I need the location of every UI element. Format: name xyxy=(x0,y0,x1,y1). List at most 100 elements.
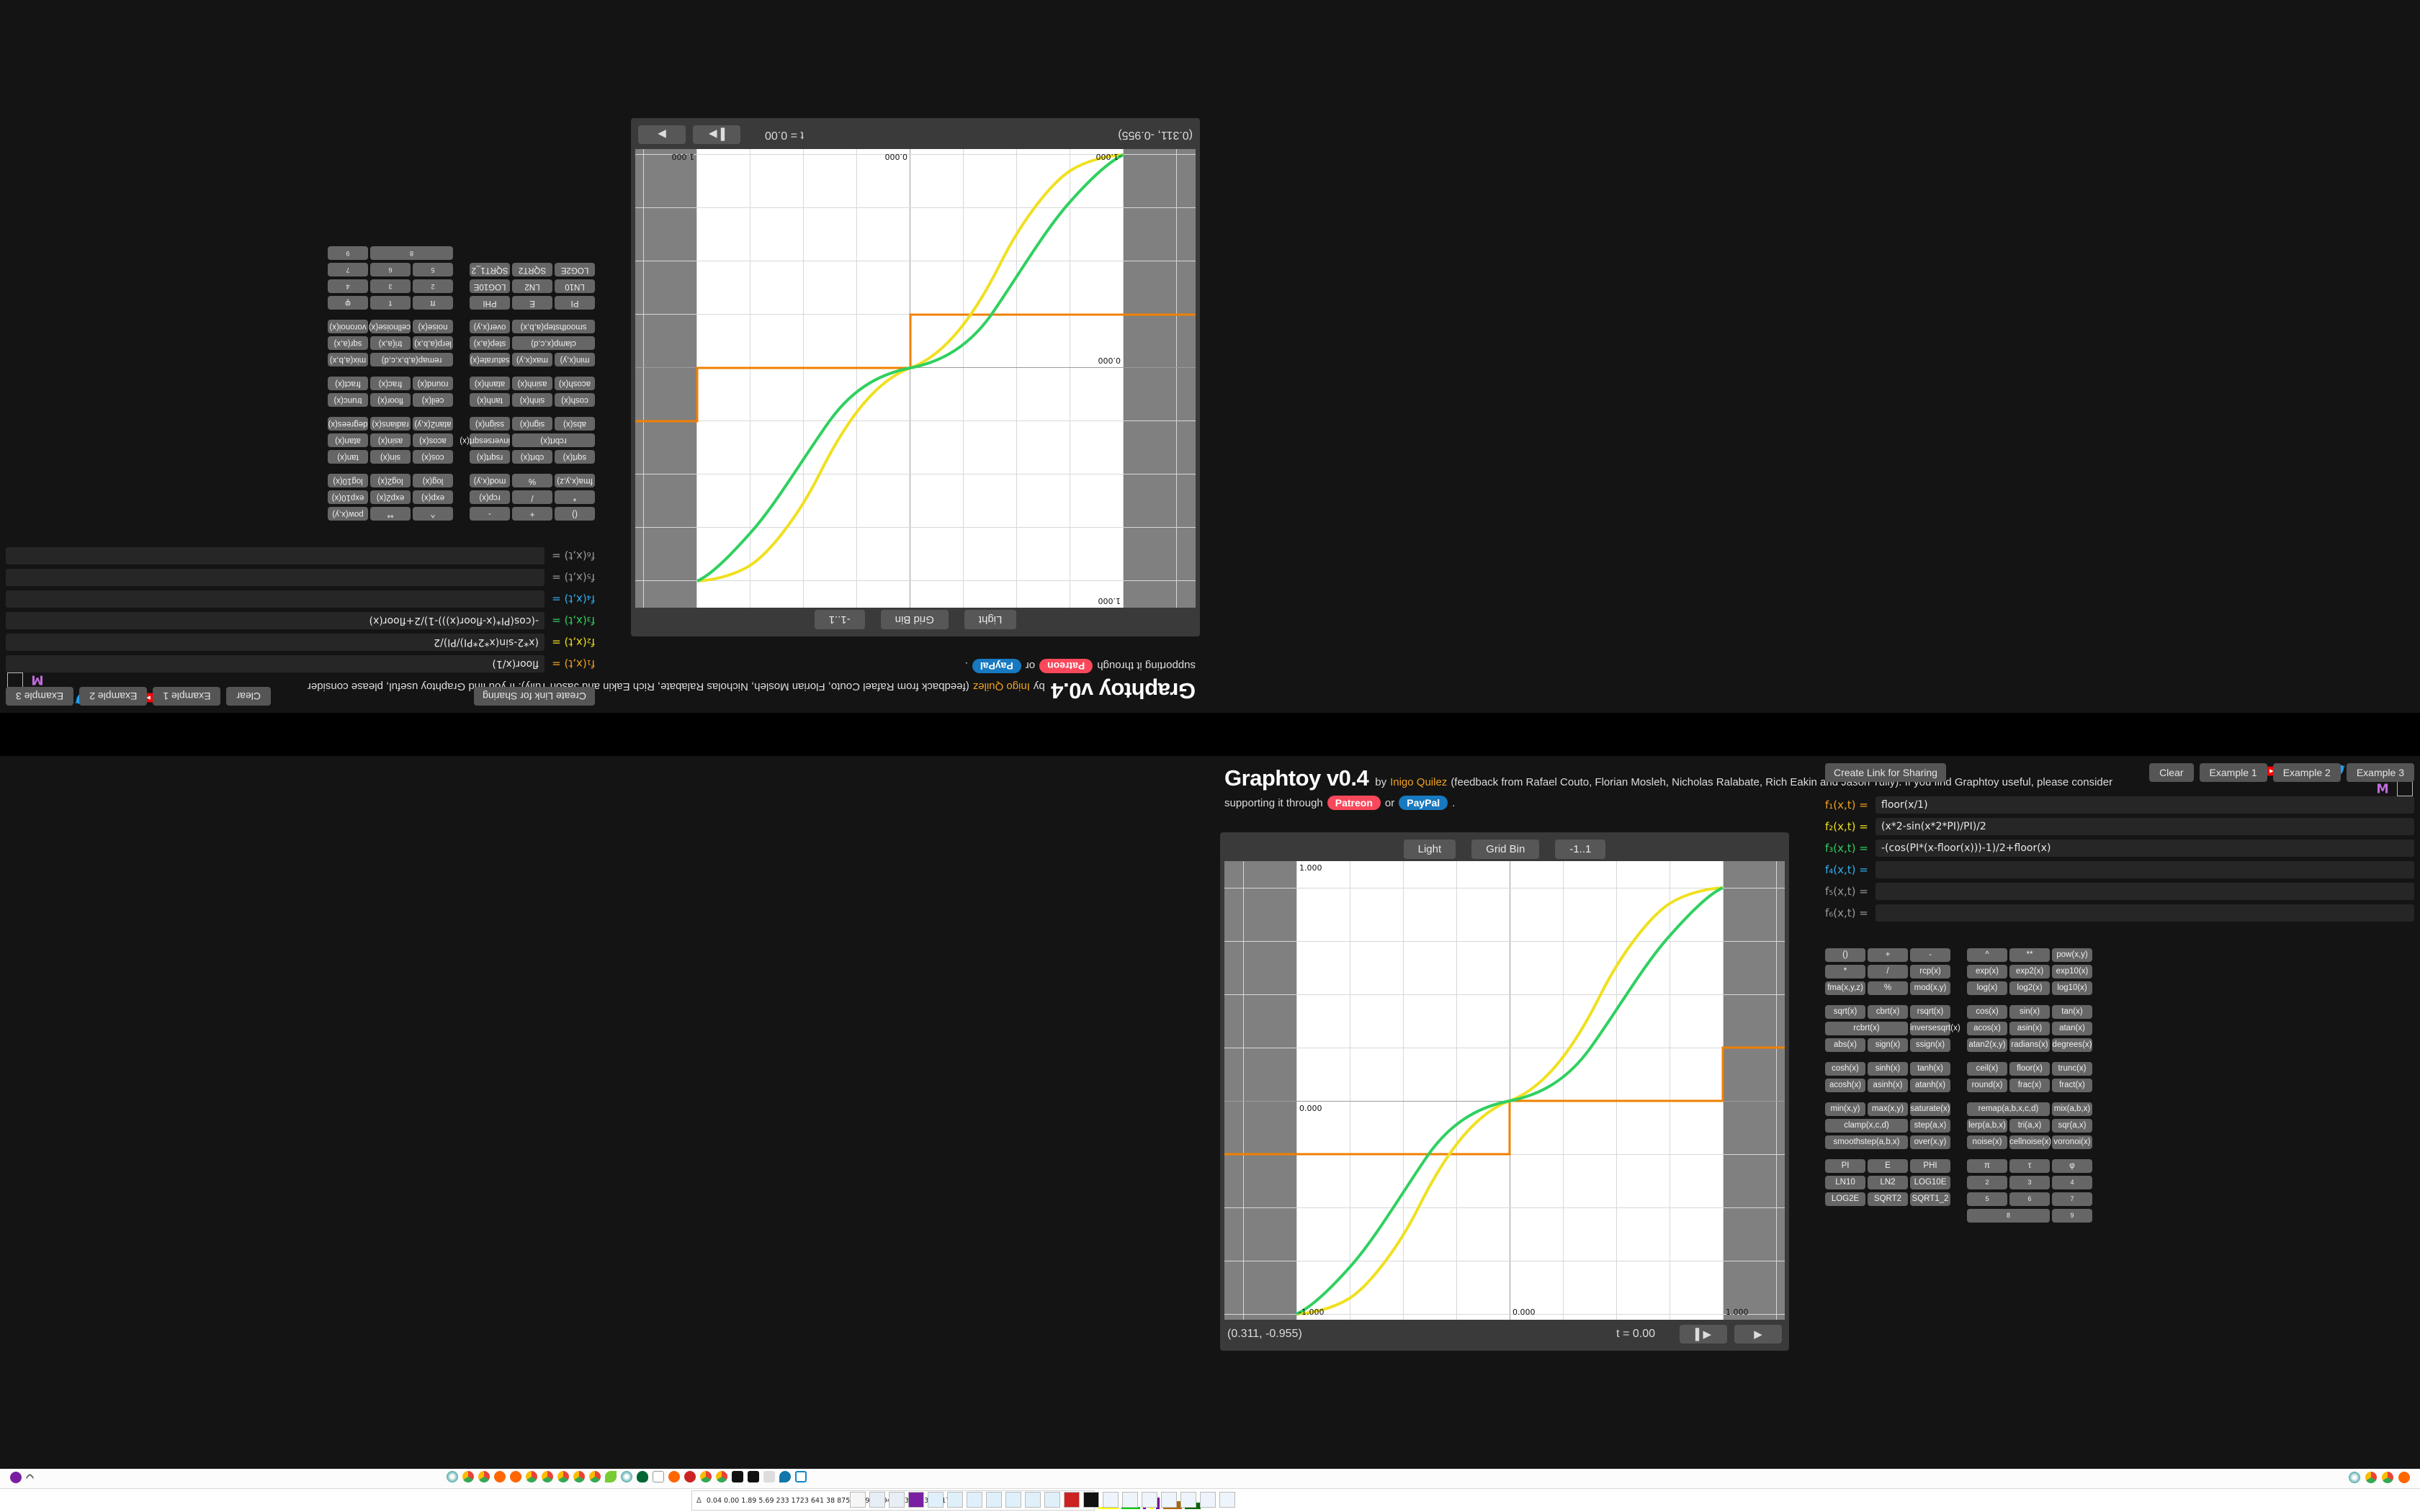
settings-icon[interactable] xyxy=(2398,1472,2410,1483)
example-buttons[interactable]: Clear Example 1 Example 2 Example 3 xyxy=(2149,763,2414,782)
function-button-[interactable]: % xyxy=(1868,981,1908,995)
function-button-sinh-x[interactable]: sinh(x) xyxy=(512,393,552,407)
function-button-trunc-x[interactable]: trunc(x) xyxy=(328,393,368,407)
function-button-tri-a-x[interactable]: tri(a,x) xyxy=(2009,1119,2050,1133)
function-button-round-x[interactable]: round(x) xyxy=(1967,1079,2007,1092)
function-button-[interactable]: / xyxy=(512,490,552,504)
function-button-log-x[interactable]: log(x) xyxy=(413,474,453,487)
function-button-tanh-x[interactable]: tanh(x) xyxy=(1910,1062,1950,1076)
function-button-fract-x[interactable]: fract(x) xyxy=(328,377,368,390)
globe-icon[interactable] xyxy=(2349,1472,2360,1483)
paypal-button[interactable]: PayPal xyxy=(972,659,1021,673)
example-1-button[interactable]: Example 1 xyxy=(153,687,221,706)
function-button-lerp-a-b-x[interactable]: lerp(a,b,x) xyxy=(413,336,453,350)
function-button-[interactable]: ** xyxy=(370,507,411,521)
function-button-asinh-x[interactable]: asinh(x) xyxy=(1868,1079,1908,1092)
function-button-atanh-x[interactable]: atanh(x) xyxy=(1910,1079,1950,1092)
clear-button[interactable]: Clear xyxy=(2149,763,2194,782)
function-button-fma-x-y-z[interactable]: fma(x,y,z) xyxy=(555,474,595,487)
example-3-button[interactable]: Example 3 xyxy=(6,687,74,706)
function-button-mix-a-b-x[interactable]: mix(a,b,x) xyxy=(328,353,368,366)
grid-toggle-button[interactable]: Grid Bin xyxy=(880,610,949,630)
function-button-acosh-x[interactable]: acosh(x) xyxy=(555,377,595,390)
function-button-log2e[interactable]: LOG2E xyxy=(1825,1192,1865,1206)
function-button-[interactable]: + xyxy=(1868,948,1908,962)
function-button-exp10-x[interactable]: exp10(x) xyxy=(2052,965,2092,978)
function-button-cellnoise-x[interactable]: cellnoise(x) xyxy=(2009,1135,2051,1149)
function-button-sqr-a-x[interactable]: sqr(a,x) xyxy=(2052,1119,2092,1133)
chrome-icon[interactable] xyxy=(573,1471,585,1482)
function-button-min-x-y[interactable]: min(x,y) xyxy=(1825,1102,1865,1116)
function-button-[interactable]: * xyxy=(555,490,595,504)
function-button-sign-x[interactable]: sign(x) xyxy=(512,417,552,431)
function-button-7[interactable]: 7 xyxy=(2052,1192,2092,1206)
example-2-button[interactable]: Example 2 xyxy=(2272,763,2341,782)
function-button-saturate-x[interactable]: saturate(x) xyxy=(1910,1102,1950,1116)
function-button-[interactable]: * xyxy=(1825,965,1865,978)
window-tile[interactable] xyxy=(1180,1492,1196,1508)
window-tile[interactable] xyxy=(1142,1492,1157,1508)
function-button-ln2[interactable]: LN2 xyxy=(1868,1176,1908,1189)
function-button-cos-x[interactable]: cos(x) xyxy=(1967,1005,2007,1019)
formula-input-f5[interactable] xyxy=(6,569,544,586)
taskbar-tray-left[interactable] xyxy=(10,1472,35,1483)
function-button-pow-x-y[interactable]: pow(x,y) xyxy=(2052,948,2092,962)
function-button-exp2-x[interactable]: exp2(x) xyxy=(2009,965,2050,978)
formula-input-f3[interactable] xyxy=(1876,840,2414,857)
patreon-button[interactable]: Patreon xyxy=(1327,796,1381,810)
globe-icon[interactable] xyxy=(621,1471,632,1482)
function-button-6[interactable]: 6 xyxy=(370,263,411,276)
function-button-step-a-x[interactable]: step(a,x) xyxy=(470,336,510,350)
function-button-frac-x[interactable]: frac(x) xyxy=(2009,1079,2050,1092)
window-tile[interactable] xyxy=(1025,1492,1041,1508)
function-button-ceil-x[interactable]: ceil(x) xyxy=(1967,1062,2007,1076)
function-button-[interactable]: τ xyxy=(2009,1159,2050,1173)
grid-toggle-button[interactable]: Grid Bin xyxy=(1471,839,1540,859)
chrome-icon[interactable] xyxy=(2365,1472,2377,1483)
formula-input-f2[interactable] xyxy=(1876,818,2414,835)
function-button-[interactable]: + xyxy=(512,507,552,521)
function-button-remap-a-b-x-c-d[interactable]: remap(a,b,x,c,d) xyxy=(1967,1102,2050,1116)
window-tile[interactable] xyxy=(1200,1492,1216,1508)
function-button-sqr-a-x[interactable]: sqr(a,x) xyxy=(328,336,368,350)
function-button-[interactable]: ^ xyxy=(1967,948,2007,962)
function-button-rsqrt-x[interactable]: rsqrt(x) xyxy=(1910,1005,1950,1019)
function-button-sqrt-x[interactable]: sqrt(x) xyxy=(555,450,595,464)
function-button-[interactable]: φ xyxy=(2052,1159,2092,1173)
function-button-acos-x[interactable]: acos(x) xyxy=(1967,1022,2007,1035)
function-button-log2e[interactable]: LOG2E xyxy=(555,263,595,276)
function-button-ssign-x[interactable]: ssign(x) xyxy=(1910,1038,1950,1052)
function-button-abs-x[interactable]: abs(x) xyxy=(1825,1038,1865,1052)
chrome-icon[interactable] xyxy=(716,1471,727,1482)
function-button-clamp-x-c-d[interactable]: clamp(x,c,d) xyxy=(1825,1119,1908,1133)
water-drop-icon[interactable] xyxy=(779,1471,791,1482)
formula-input-f3[interactable] xyxy=(6,612,544,629)
function-button-phi[interactable]: PHI xyxy=(1910,1159,1950,1173)
function-button-atan2-x-y[interactable]: atan2(x,y) xyxy=(1967,1038,2007,1052)
chrome-icon[interactable] xyxy=(526,1471,537,1482)
function-button-sin-x[interactable]: sin(x) xyxy=(370,450,411,464)
function-button-asin-x[interactable]: asin(x) xyxy=(2009,1022,2050,1035)
function-button-log10-x[interactable]: log10(x) xyxy=(2052,981,2092,995)
function-button-log10-x[interactable]: log10(x) xyxy=(328,474,368,487)
function-button-inversesqrt-x[interactable]: inversesqrt(x) xyxy=(460,433,510,447)
function-button-8[interactable]: 8 xyxy=(370,246,453,260)
function-button-lerp-a-b-x[interactable]: lerp(a,b,x) xyxy=(1967,1119,2007,1133)
window-tile[interactable] xyxy=(908,1492,924,1508)
function-button-6[interactable]: 6 xyxy=(2009,1192,2050,1206)
wikipedia-icon[interactable] xyxy=(653,1471,664,1482)
function-button-[interactable]: % xyxy=(512,474,552,487)
function-button-3[interactable]: 3 xyxy=(2009,1176,2050,1189)
function-button-sqrt2[interactable]: SQRT2 xyxy=(1868,1192,1908,1206)
function-button-ln10[interactable]: LN10 xyxy=(1825,1176,1865,1189)
chrome-icon[interactable] xyxy=(478,1471,490,1482)
function-button-degrees-x[interactable]: degrees(x) xyxy=(2052,1038,2092,1052)
function-button-ln10[interactable]: LN10 xyxy=(555,279,595,293)
range-toggle-button[interactable]: -1..1 xyxy=(1555,839,1606,859)
formula-input-f4[interactable] xyxy=(1876,861,2414,878)
taskbar-app-icons[interactable] xyxy=(447,1471,807,1482)
function-button-[interactable]: - xyxy=(1910,948,1950,962)
function-button-cosh-x[interactable]: cosh(x) xyxy=(555,393,595,407)
function-button-smoothstep-a-b-x[interactable]: smoothstep(a,b,x) xyxy=(512,320,595,333)
function-button-exp2-x[interactable]: exp2(x) xyxy=(370,490,411,504)
